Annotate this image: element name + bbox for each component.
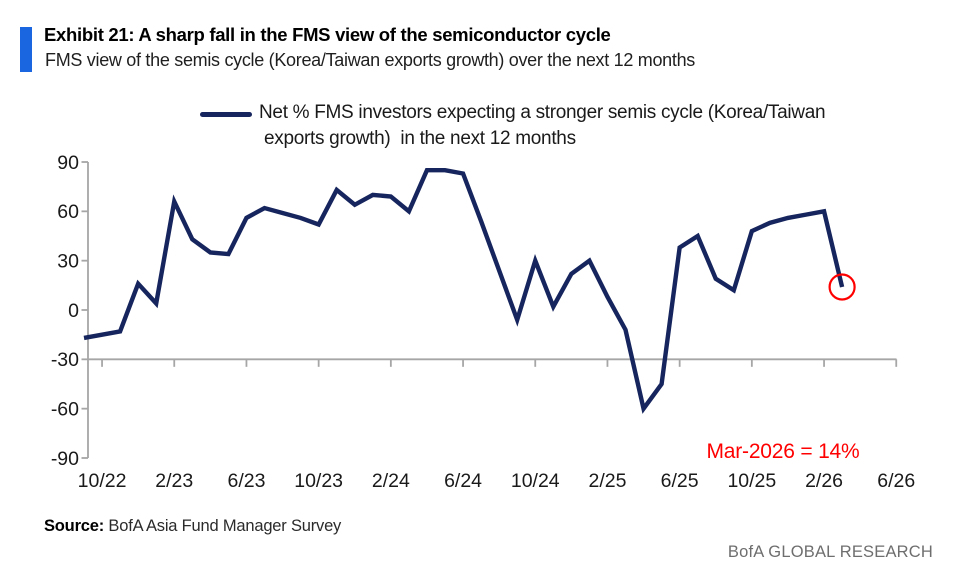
annotation-mar-2026: Mar-2026 = 14% xyxy=(706,440,860,463)
exhibit-title: Exhibit 21: A sharp fall in the FMS view… xyxy=(44,24,611,45)
source-label: Source: xyxy=(44,517,105,535)
y-axis-tick-label: -30 xyxy=(51,349,79,371)
x-axis-tick-label: 6/24 xyxy=(444,470,482,492)
y-axis-tick-label: -60 xyxy=(51,398,79,420)
legend-label-line1: Net % FMS investors expecting a stronger… xyxy=(259,102,826,123)
x-axis-tick-label: 6/25 xyxy=(661,470,699,492)
x-axis-tick-label: 6/26 xyxy=(877,470,915,492)
y-axis-tick-label: -90 xyxy=(51,448,79,470)
x-axis-tick-label: 10/23 xyxy=(294,470,343,492)
legend-label-line2: exports growth) in the next 12 months xyxy=(264,128,576,149)
x-axis-tick-label: 2/24 xyxy=(372,470,410,492)
highlight-circle xyxy=(828,273,856,301)
chart-legend: Net % FMS investors expecting a stronger… xyxy=(200,100,826,152)
legend-line-swatch xyxy=(200,112,252,117)
exhibit-accent-bar xyxy=(20,27,32,72)
x-axis-tick-label: 2/23 xyxy=(155,470,193,492)
exhibit-subtitle: FMS view of the semis cycle (Korea/Taiwa… xyxy=(45,50,695,70)
y-axis-tick-label: 30 xyxy=(57,250,79,272)
y-axis-tick-label: 60 xyxy=(57,201,79,223)
brand-footer: BofA GLOBAL RESEARCH xyxy=(727,543,933,561)
x-axis-tick-label: 10/25 xyxy=(727,470,776,492)
x-axis-tick-label: 6/23 xyxy=(227,470,265,492)
x-axis-tick-label: 10/22 xyxy=(78,470,127,492)
source-text: BofA Asia Fund Manager Survey xyxy=(104,517,342,535)
source-line: Source: BofA Asia Fund Manager Survey xyxy=(44,517,341,536)
series-line xyxy=(83,168,845,414)
y-axis-tick-label: 0 xyxy=(68,300,79,322)
x-axis-tick-label: 2/25 xyxy=(588,470,626,492)
y-axis-tick-label: 90 xyxy=(57,152,79,174)
x-axis-tick-label: 10/24 xyxy=(511,470,560,492)
legend-label: Net % FMS investors expecting a stronger… xyxy=(259,100,826,152)
x-axis-tick-label: 2/26 xyxy=(805,470,843,492)
